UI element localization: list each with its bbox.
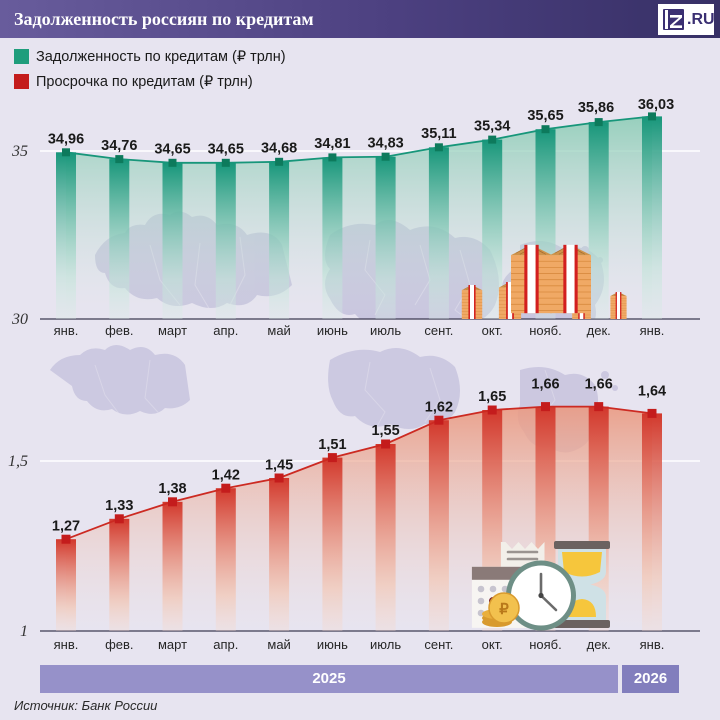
svg-text:окт.: окт. <box>482 637 503 652</box>
svg-text:34,96: 34,96 <box>48 132 84 148</box>
svg-text:1,65: 1,65 <box>478 389 506 405</box>
svg-text:нояб.: нояб. <box>529 637 562 652</box>
svg-text:июнь: июнь <box>317 637 348 652</box>
svg-text:1,27: 1,27 <box>52 519 80 535</box>
svg-text:1,33: 1,33 <box>105 498 133 514</box>
svg-text:июль: июль <box>370 637 401 652</box>
svg-text:35,34: 35,34 <box>474 119 510 135</box>
svg-text:1,51: 1,51 <box>318 437 346 453</box>
svg-text:1,42: 1,42 <box>212 468 240 484</box>
svg-text:36,03: 36,03 <box>638 97 674 113</box>
svg-text:1: 1 <box>20 623 28 640</box>
svg-text:май: май <box>267 637 290 652</box>
svg-text:янв.: янв. <box>640 637 665 652</box>
svg-text:34,65: 34,65 <box>154 142 190 158</box>
svg-text:34,81: 34,81 <box>314 136 350 152</box>
svg-text:фев.: фев. <box>105 637 133 652</box>
svg-text:март: март <box>158 637 187 652</box>
svg-text:1,64: 1,64 <box>638 384 666 400</box>
svg-text:1,66: 1,66 <box>585 377 613 393</box>
svg-text:1,38: 1,38 <box>158 481 186 497</box>
svg-text:₽: ₽ <box>499 601 509 618</box>
svg-text:1,55: 1,55 <box>371 423 399 439</box>
svg-text:35,86: 35,86 <box>578 100 614 116</box>
svg-text:1,62: 1,62 <box>425 399 453 415</box>
svg-text:1,66: 1,66 <box>531 377 559 393</box>
svg-text:34,76: 34,76 <box>101 138 137 154</box>
svg-text:янв.: янв. <box>54 637 79 652</box>
svg-text:34,83: 34,83 <box>367 136 403 152</box>
svg-text:1,5: 1,5 <box>8 453 28 470</box>
svg-text:дек.: дек. <box>587 637 611 652</box>
svg-text:35,11: 35,11 <box>421 126 457 142</box>
svg-text:сент.: сент. <box>424 637 453 652</box>
svg-text:апр.: апр. <box>213 637 238 652</box>
svg-text:30: 30 <box>11 311 28 328</box>
svg-text:35: 35 <box>11 143 28 160</box>
svg-text:1,45: 1,45 <box>265 457 293 473</box>
svg-text:34,68: 34,68 <box>261 141 297 157</box>
svg-text:34,65: 34,65 <box>208 142 244 158</box>
svg-text:35,65: 35,65 <box>527 108 563 124</box>
